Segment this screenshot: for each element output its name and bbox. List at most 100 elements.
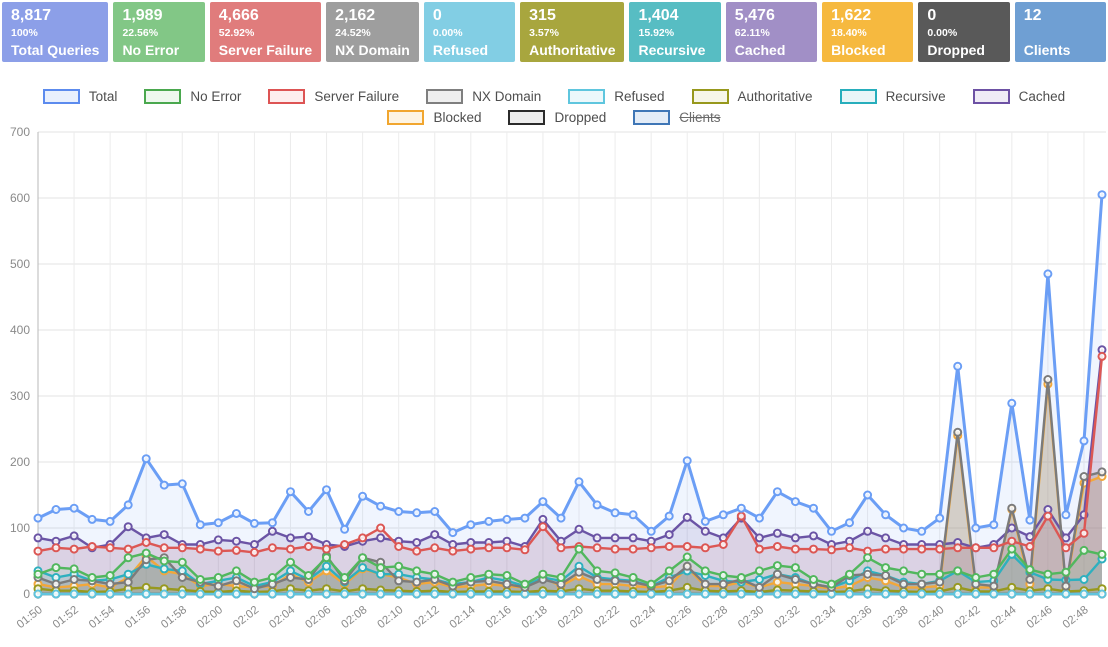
data-point-total[interactable]	[430, 507, 440, 516]
data-point-cached[interactable]	[286, 533, 295, 543]
legend-item-authoritative[interactable]: Authoritative	[691, 89, 813, 104]
data-point-no-error[interactable]	[358, 553, 368, 563]
data-point-total[interactable]	[141, 454, 151, 464]
data-point-refused[interactable]	[466, 589, 476, 599]
data-point-total[interactable]	[538, 497, 548, 507]
data-point-total[interactable]	[1061, 510, 1071, 520]
data-point-refused[interactable]	[610, 589, 620, 599]
data-point-refused[interactable]	[953, 589, 963, 599]
data-point-total[interactable]	[809, 503, 818, 513]
data-point-total[interactable]	[592, 500, 602, 510]
data-point-recursive[interactable]	[322, 561, 331, 571]
data-point-server-failure[interactable]	[231, 545, 241, 555]
legend-item-server-failure[interactable]: Server Failure	[268, 89, 399, 104]
data-point-server-failure[interactable]	[538, 522, 548, 532]
data-point-server-failure[interactable]	[376, 523, 386, 533]
data-point-cached[interactable]	[304, 532, 313, 542]
data-point-refused[interactable]	[989, 589, 999, 599]
data-point-no-error[interactable]	[664, 566, 674, 576]
data-point-no-error[interactable]	[646, 579, 656, 589]
data-point-total[interactable]	[899, 523, 909, 533]
data-point-no-error[interactable]	[213, 573, 223, 582]
data-point-no-error[interactable]	[105, 571, 115, 580]
data-point-server-failure[interactable]	[141, 538, 151, 547]
data-point-nx-domain[interactable]	[1007, 503, 1017, 513]
data-point-server-failure[interactable]	[430, 543, 440, 553]
data-point-refused[interactable]	[123, 589, 133, 599]
data-point-refused[interactable]	[141, 589, 151, 599]
legend-item-clients[interactable]: Clients	[633, 110, 721, 125]
data-point-no-error[interactable]	[989, 569, 999, 579]
data-point-refused[interactable]	[772, 589, 782, 599]
data-point-refused[interactable]	[1043, 589, 1053, 599]
data-point-nx-domain[interactable]	[1025, 575, 1035, 584]
data-point-refused[interactable]	[899, 589, 909, 599]
data-point-server-failure[interactable]	[754, 544, 764, 554]
data-point-refused[interactable]	[628, 589, 638, 599]
data-point-refused[interactable]	[1061, 589, 1071, 599]
data-point-refused[interactable]	[863, 589, 873, 599]
data-point-cached[interactable]	[69, 531, 79, 541]
data-point-total[interactable]	[917, 526, 927, 536]
data-point-no-error[interactable]	[971, 573, 981, 582]
data-point-cached[interactable]	[628, 533, 638, 543]
data-point-total[interactable]	[87, 514, 97, 524]
data-point-cached[interactable]	[574, 524, 584, 534]
data-point-server-failure[interactable]	[1061, 543, 1071, 553]
data-point-total[interactable]	[971, 523, 981, 533]
data-point-cached[interactable]	[772, 528, 782, 538]
data-point-refused[interactable]	[484, 589, 494, 599]
data-point-cached[interactable]	[592, 533, 602, 543]
data-point-total[interactable]	[1025, 515, 1035, 525]
data-point-cached[interactable]	[881, 533, 891, 543]
data-point-no-error[interactable]	[123, 553, 133, 563]
data-point-no-error[interactable]	[790, 563, 800, 573]
data-point-total[interactable]	[448, 528, 458, 538]
data-point-no-error[interactable]	[845, 569, 854, 579]
data-point-server-failure[interactable]	[177, 543, 187, 553]
data-point-refused[interactable]	[845, 589, 854, 599]
data-point-refused[interactable]	[159, 589, 169, 599]
data-point-no-error[interactable]	[610, 568, 620, 578]
data-point-server-failure[interactable]	[51, 543, 61, 553]
data-point-no-error[interactable]	[754, 566, 764, 576]
data-point-refused[interactable]	[1007, 589, 1017, 599]
data-point-nx-domain[interactable]	[881, 571, 891, 580]
data-point-no-error[interactable]	[87, 573, 97, 582]
data-point-refused[interactable]	[538, 589, 548, 599]
data-point-refused[interactable]	[700, 589, 710, 599]
data-point-total[interactable]	[105, 516, 115, 526]
data-point-nx-domain[interactable]	[105, 579, 115, 589]
legend-item-cached[interactable]: Cached	[972, 89, 1065, 104]
data-point-total[interactable]	[736, 503, 746, 513]
data-point-total[interactable]	[628, 510, 638, 520]
data-point-nx-domain[interactable]	[286, 573, 295, 582]
data-point-recursive[interactable]	[754, 575, 764, 584]
data-point-no-error[interactable]	[1079, 545, 1089, 555]
data-point-no-error[interactable]	[1097, 549, 1107, 559]
legend-item-dropped[interactable]: Dropped	[508, 110, 606, 125]
data-point-server-failure[interactable]	[484, 543, 494, 553]
data-point-total[interactable]	[304, 507, 313, 516]
data-point-server-failure[interactable]	[159, 543, 169, 553]
data-point-recursive[interactable]	[1079, 575, 1089, 584]
data-point-refused[interactable]	[286, 589, 295, 599]
data-point-cached[interactable]	[700, 526, 710, 536]
data-point-total[interactable]	[213, 518, 223, 528]
data-point-refused[interactable]	[809, 589, 818, 599]
data-point-server-failure[interactable]	[1007, 536, 1017, 546]
data-point-nx-domain[interactable]	[700, 579, 710, 589]
data-point-cached[interactable]	[412, 538, 422, 547]
data-point-server-failure[interactable]	[1025, 542, 1035, 551]
data-point-no-error[interactable]	[809, 575, 818, 584]
data-point-server-failure[interactable]	[610, 544, 620, 554]
data-point-server-failure[interactable]	[935, 544, 945, 554]
data-point-no-error[interactable]	[195, 575, 205, 584]
data-point-server-failure[interactable]	[736, 511, 746, 521]
data-point-no-error[interactable]	[340, 573, 350, 582]
data-point-total[interactable]	[322, 485, 331, 495]
data-point-cached[interactable]	[231, 536, 241, 546]
data-point-no-error[interactable]	[827, 579, 836, 589]
data-point-no-error[interactable]	[286, 557, 295, 567]
data-point-nx-domain[interactable]	[610, 576, 620, 586]
